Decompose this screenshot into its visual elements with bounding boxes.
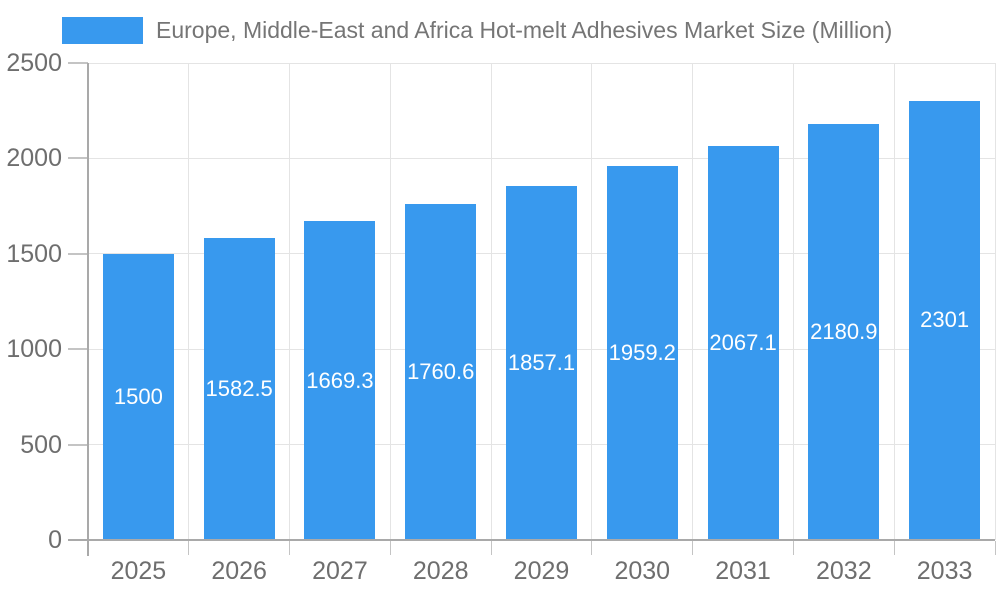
x-axis-tick bbox=[389, 541, 391, 555]
gridline-vertical bbox=[692, 63, 694, 540]
y-axis-label: 0 bbox=[48, 526, 62, 554]
x-axis-tick bbox=[692, 541, 694, 555]
gridline-horizontal bbox=[88, 157, 995, 159]
bar-2030[interactable] bbox=[606, 166, 678, 540]
bar-value-label: 2180.9 bbox=[810, 318, 878, 344]
x-axis-tick bbox=[490, 541, 492, 555]
x-axis-label: 2033 bbox=[916, 557, 973, 585]
x-axis-label: 2031 bbox=[715, 557, 771, 585]
bar-2027[interactable] bbox=[304, 221, 376, 540]
bar-2025[interactable] bbox=[102, 253, 174, 540]
x-axis-label: 2029 bbox=[513, 557, 570, 585]
legend[interactable]: Europe, Middle-East and Africa Hot-melt … bbox=[62, 17, 892, 44]
bar-2028[interactable] bbox=[405, 204, 477, 540]
bar-2026[interactable] bbox=[203, 238, 275, 540]
bar-value-label: 1669.3 bbox=[306, 367, 374, 393]
gridline-vertical bbox=[591, 63, 593, 540]
bar-value-label: 1857.1 bbox=[507, 349, 576, 375]
x-axis-label: 2025 bbox=[110, 557, 167, 585]
bar-2033[interactable] bbox=[909, 100, 981, 540]
gridline-vertical bbox=[389, 63, 391, 540]
gridline-vertical bbox=[994, 63, 996, 540]
y-axis-tick bbox=[68, 157, 88, 160]
bar-value-label: 2067.1 bbox=[709, 329, 777, 355]
y-axis-label: 2500 bbox=[6, 49, 62, 77]
gridline-vertical bbox=[289, 63, 291, 540]
bar-value-label: 1760.6 bbox=[407, 359, 475, 385]
bar-value-label: 1582.5 bbox=[205, 376, 273, 402]
y-axis-tick bbox=[68, 252, 88, 255]
gridline-vertical bbox=[188, 63, 190, 540]
gridline-vertical bbox=[490, 63, 492, 540]
y-axis-line bbox=[87, 63, 89, 556]
x-axis-tick bbox=[792, 541, 794, 555]
y-axis-tick bbox=[68, 443, 88, 446]
legend-label: Europe, Middle-East and Africa Hot-melt … bbox=[156, 17, 893, 43]
y-axis-label: 1000 bbox=[6, 335, 62, 364]
bar-value-label: 1959.2 bbox=[608, 340, 676, 366]
x-axis-label: 2030 bbox=[614, 557, 671, 585]
x-axis-tick bbox=[289, 541, 291, 555]
bar-2029[interactable] bbox=[506, 185, 577, 540]
bar-2031[interactable] bbox=[707, 145, 779, 540]
y-axis-tick bbox=[68, 348, 88, 351]
gridline-vertical bbox=[893, 63, 895, 540]
x-axis-tick bbox=[994, 541, 996, 555]
x-axis-label: 2026 bbox=[211, 557, 267, 585]
bar-2032[interactable] bbox=[808, 123, 880, 540]
x-axis-label: 2027 bbox=[312, 557, 368, 585]
gridline-vertical bbox=[792, 63, 794, 540]
y-axis-label: 500 bbox=[20, 430, 62, 459]
bar-value-label: 1500 bbox=[113, 383, 163, 409]
x-axis-label: 2032 bbox=[816, 557, 872, 585]
bar-value-label: 2301 bbox=[920, 307, 970, 333]
x-axis-tick bbox=[893, 541, 895, 555]
x-axis-line bbox=[68, 539, 995, 541]
x-axis-tick bbox=[591, 541, 593, 555]
legend-swatch[interactable] bbox=[62, 17, 143, 44]
y-axis-label: 2000 bbox=[6, 144, 62, 173]
x-axis-tick bbox=[188, 541, 190, 555]
y-axis-tick bbox=[68, 62, 88, 64]
x-axis-label: 2028 bbox=[412, 557, 469, 585]
gridline-horizontal bbox=[88, 62, 995, 64]
y-axis-label: 1500 bbox=[6, 239, 62, 268]
